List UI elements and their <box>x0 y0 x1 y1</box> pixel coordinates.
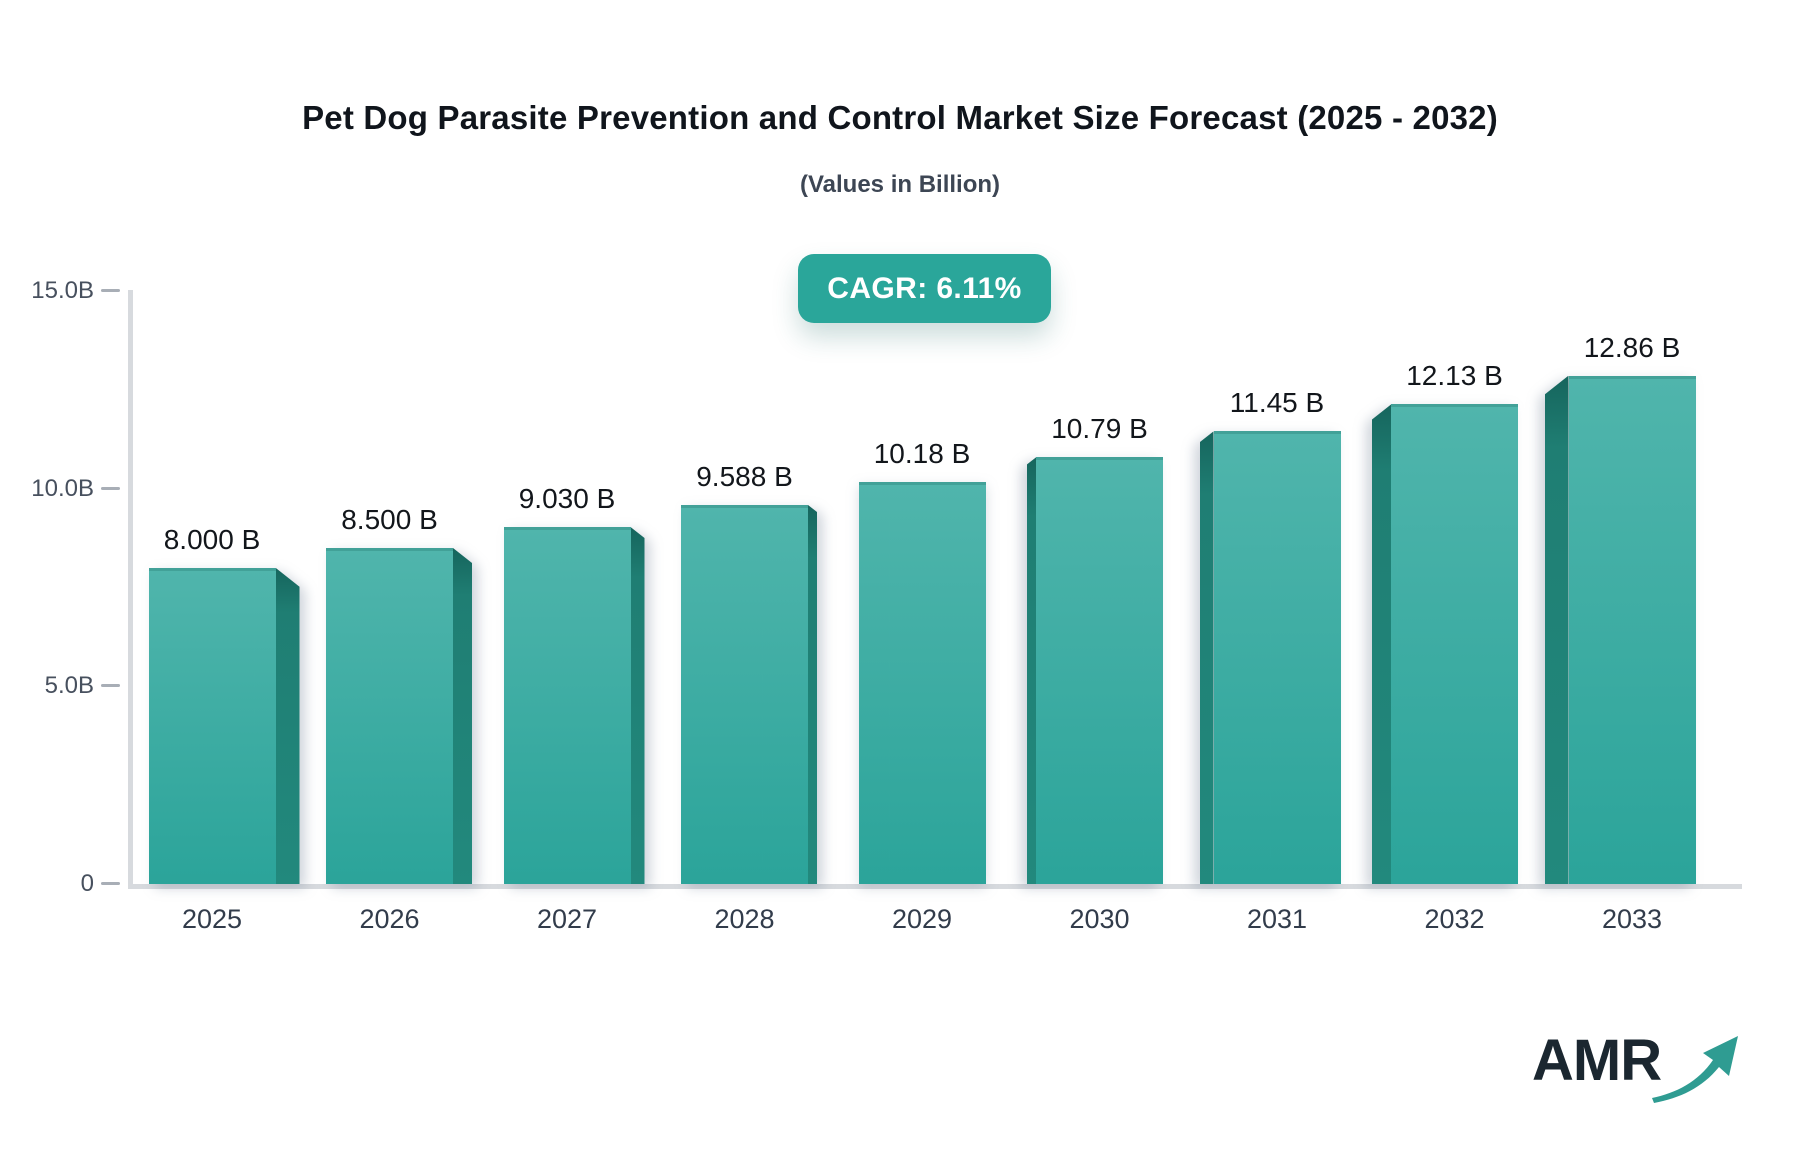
bar-front-face <box>148 567 276 884</box>
bar-value-label: 12.13 B <box>1406 360 1503 392</box>
bar-value-label: 9.030 B <box>518 483 616 514</box>
x-axis-label: 2025 <box>181 904 243 934</box>
y-axis-tick-label: 10.0B <box>31 474 94 502</box>
bar-front-face <box>1213 431 1341 884</box>
y-axis-tick-mark <box>101 882 120 885</box>
x-axis-label: 2026 <box>359 904 420 934</box>
cagr-badge-label: CAGR: 6.11% <box>827 271 1022 305</box>
x-axis-label: 2030 <box>1069 904 1130 934</box>
amr-logo: AMR <box>1532 1030 1752 1114</box>
x-axis-label: 2032 <box>1424 904 1485 934</box>
bar-value-label: 8.000 B <box>163 523 261 555</box>
growth-arrow-icon <box>1652 1036 1738 1103</box>
bar-front-face <box>681 504 808 884</box>
bar-value-label: 12.86 B <box>1583 331 1681 363</box>
y-axis-tick-label: 0 <box>80 870 94 897</box>
bar-front-face <box>503 527 631 884</box>
amr-logo-text: AMR <box>1532 1028 1662 1093</box>
bar-side-face <box>275 567 300 884</box>
bar-side-face <box>1372 404 1391 884</box>
bar-side-face <box>808 504 817 884</box>
bar-front-face <box>858 481 986 884</box>
y-axis-tick-mark <box>101 486 120 490</box>
y-axis-tick-mark <box>101 289 120 292</box>
bar-value-label: 10.79 B <box>1051 413 1148 445</box>
x-axis-label: 2028 <box>714 904 775 934</box>
bar-front-face <box>1036 457 1163 884</box>
bar-side-face <box>453 547 472 884</box>
bar-front-face <box>1568 375 1696 884</box>
bar-value-label: 11.45 B <box>1229 387 1325 419</box>
x-axis-label: 2033 <box>1601 904 1663 934</box>
bar-side-face <box>1544 375 1569 884</box>
bar-value-label: 9.588 B <box>696 460 793 492</box>
y-axis-line <box>128 290 133 884</box>
bar-value-label: 10.18 B <box>873 437 971 469</box>
bar-front-face <box>1391 404 1518 884</box>
bar-front-face <box>326 547 453 884</box>
bar-side-face <box>1027 457 1036 884</box>
cagr-badge: CAGR: 6.11% <box>798 254 1051 323</box>
y-axis-tick-label: 15.0B <box>31 277 94 304</box>
x-axis-line <box>128 884 1742 889</box>
bar-side-face <box>1199 431 1214 884</box>
y-axis-tick-mark <box>101 684 120 688</box>
y-axis-tick-label: 5.0B <box>44 672 94 700</box>
bar-value-label: 8.500 B <box>341 503 438 535</box>
chart-subtitle: (Values in Billion) <box>799 171 1001 198</box>
x-axis-label: 2029 <box>891 904 953 934</box>
x-axis-label: 2031 <box>1246 904 1308 934</box>
x-axis-label: 2027 <box>536 904 598 934</box>
bar-side-face <box>630 527 645 884</box>
chart-title: Pet Dog Parasite Prevention and Control … <box>302 99 1498 136</box>
